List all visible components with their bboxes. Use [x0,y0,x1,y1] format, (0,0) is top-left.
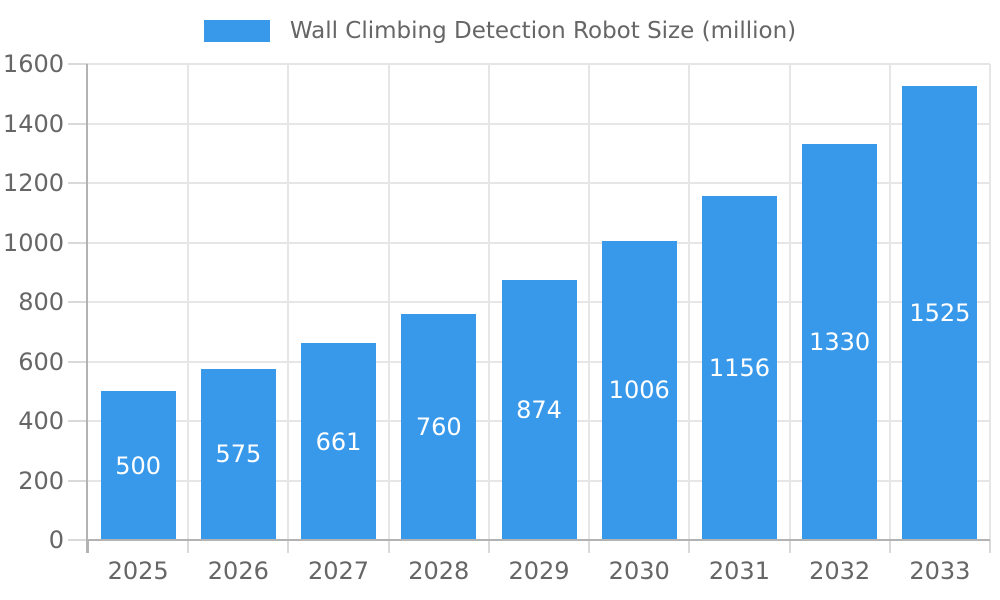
x-gridline [287,64,290,540]
x-tick-label: 2033 [909,557,971,585]
x-tick [287,540,290,553]
x-gridline [788,64,791,540]
x-tick [487,540,490,553]
bar-value-label: 500 [115,451,162,480]
y-tick [68,539,88,541]
bar [401,313,477,540]
y-tick [68,479,88,482]
bar-value-label: 661 [315,427,362,456]
x-gridline [487,64,490,540]
bar [601,240,677,540]
y-tick-label: 1400 [2,109,64,138]
x-tick-label: 2027 [308,557,370,585]
x-tick [989,540,991,553]
bar-value-label: 874 [516,395,562,424]
y-tick [68,241,88,244]
bar [301,343,377,540]
legend[interactable]: Wall Climbing Detection Robot Size (mill… [0,16,1000,46]
bar-value-label: 1156 [708,354,770,383]
y-tick-label: 1600 [2,50,64,78]
bar [200,368,276,540]
y-tick-label: 1200 [2,169,64,197]
x-tick [688,540,691,553]
y-tick-label: 200 [18,466,64,495]
y-gridline [88,63,990,65]
x-tick [87,540,89,553]
y-gridline [88,241,990,244]
legend-swatch-icon [203,20,270,42]
bar-value-label: 575 [215,440,262,469]
y-gridline [88,182,990,184]
bar [701,196,777,540]
x-tick-label: 2030 [608,557,670,585]
y-tick [68,301,88,303]
x-tick [187,540,190,553]
y-tick-label: 400 [18,407,64,435]
x-tick-label: 2029 [508,557,570,585]
x-gridline [588,64,591,540]
bar-value-label: 1525 [909,299,971,328]
y-tick [68,122,88,125]
x-gridline [187,64,190,540]
bar [802,144,878,540]
bar-value-label: 760 [415,412,462,441]
x-tick [387,540,390,553]
x-gridline [387,64,390,540]
y-tick-label: 800 [18,288,64,316]
legend-label: Wall Climbing Detection Robot Size (mill… [289,18,797,44]
y-tick-label: 0 [48,526,64,554]
y-tick [68,182,88,184]
bar [501,279,577,540]
x-gridline [688,64,691,540]
x-tick [788,540,791,553]
y-tick-label: 600 [18,347,64,376]
x-gridline [989,64,991,540]
x-tick [888,540,891,553]
y-axis-line [86,64,88,553]
x-tick-label: 2032 [809,557,871,585]
bar-value-label: 1330 [809,328,871,357]
y-gridline [88,122,990,125]
y-tick [68,360,88,363]
x-gridline [888,64,891,540]
y-tick [68,63,88,65]
y-tick [68,420,88,422]
y-tick-label: 1000 [2,228,64,257]
x-tick-label: 2025 [107,557,169,585]
x-axis-line [86,539,990,541]
bar [902,86,978,540]
x-tick-label: 2026 [207,557,269,585]
x-tick-label: 2031 [708,557,770,585]
x-tick-label: 2028 [408,557,470,585]
x-tick [588,540,591,553]
bar [100,391,176,540]
bar-value-label: 1006 [608,376,670,405]
